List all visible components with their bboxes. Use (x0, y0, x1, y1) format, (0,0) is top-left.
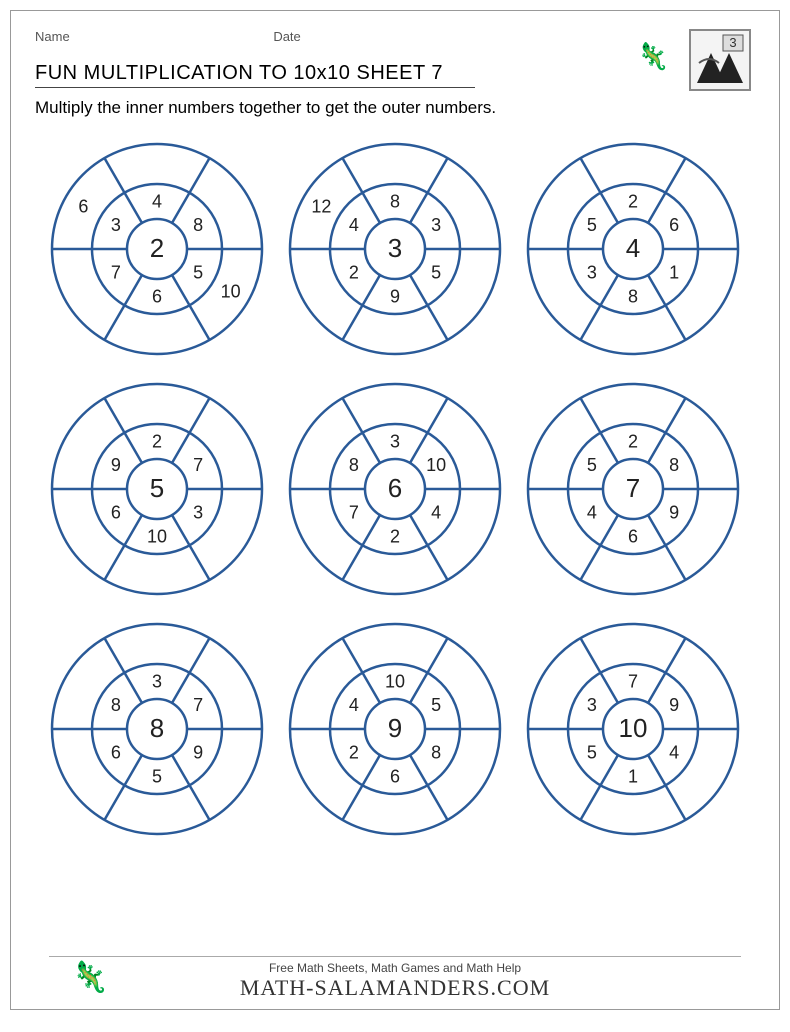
center-number: 10 (619, 713, 648, 743)
inner-number: 1 (628, 766, 638, 786)
inner-number: 3 (111, 215, 121, 235)
inner-number: 6 (390, 766, 400, 786)
inner-number: 10 (385, 671, 405, 691)
center-number: 5 (150, 473, 164, 503)
inner-number: 7 (628, 671, 638, 691)
inner-number: 4 (431, 503, 441, 523)
multiplication-wheel: 4 2 6 1 8 3 5 (517, 136, 749, 362)
inner-number: 4 (349, 695, 359, 715)
inner-number: 5 (193, 263, 203, 283)
multiplication-wheel: 3 8 3 5 9 2 4 12 (279, 136, 511, 362)
inner-number: 3 (193, 503, 203, 523)
inner-number: 6 (628, 526, 638, 546)
footer: 🦎 Free Math Sheets, Math Games and Math … (11, 954, 779, 1001)
inner-number: 9 (669, 695, 679, 715)
instructions: Multiply the inner numbers together to g… (35, 98, 755, 118)
inner-number: 2 (628, 191, 638, 211)
inner-number: 9 (193, 743, 203, 763)
inner-number: 6 (152, 286, 162, 306)
inner-number: 4 (152, 191, 162, 211)
multiplication-wheel: 6 3 10 4 2 7 8 (279, 376, 511, 602)
inner-number: 4 (349, 215, 359, 235)
center-number: 2 (150, 233, 164, 263)
inner-number: 5 (152, 766, 162, 786)
inner-number: 3 (431, 215, 441, 235)
wheel-svg: 4 2 6 1 8 3 5 (520, 136, 746, 362)
name-label: Name (35, 29, 70, 44)
inner-number: 6 (111, 743, 121, 763)
center-number: 6 (388, 473, 402, 503)
inner-number: 3 (587, 263, 597, 283)
inner-number: 2 (152, 431, 162, 451)
multiplication-wheel: 10 7 9 4 1 5 3 (517, 616, 749, 842)
center-number: 7 (626, 473, 640, 503)
inner-number: 10 (147, 526, 167, 546)
inner-number: 2 (628, 431, 638, 451)
inner-number: 7 (193, 695, 203, 715)
footer-salamander-icon: 🦎 (71, 960, 108, 995)
inner-number: 4 (669, 743, 679, 763)
inner-number: 9 (390, 286, 400, 306)
inner-number: 5 (587, 743, 597, 763)
logo-icon: 3 (693, 33, 747, 87)
wheel-grid: 2485106736383592412426183552731069631042… (35, 136, 755, 842)
outer-number: 12 (311, 196, 331, 216)
inner-number: 8 (111, 695, 121, 715)
center-number: 3 (388, 233, 402, 263)
inner-number: 9 (669, 503, 679, 523)
logo-box: 3 (689, 29, 751, 91)
inner-number: 8 (431, 743, 441, 763)
salamander-icon: 🦎 (637, 41, 669, 72)
inner-number: 6 (669, 215, 679, 235)
multiplication-wheel: 9 10 5 8 6 2 4 (279, 616, 511, 842)
date-label: Date (273, 29, 300, 44)
inner-number: 2 (349, 743, 359, 763)
inner-number: 1 (669, 263, 679, 283)
wheel-svg: 3 8 3 5 9 2 4 12 (282, 136, 508, 362)
inner-number: 2 (390, 526, 400, 546)
inner-number: 8 (349, 455, 359, 475)
inner-number: 4 (587, 503, 597, 523)
center-number: 9 (388, 713, 402, 743)
footer-site: MATH-SALAMANDERS.COM (11, 975, 779, 1001)
inner-number: 5 (587, 455, 597, 475)
inner-number: 7 (349, 503, 359, 523)
inner-number: 7 (193, 455, 203, 475)
multiplication-wheel: 8 3 7 9 5 6 8 (41, 616, 273, 842)
multiplication-wheel: 7 2 8 9 6 4 5 (517, 376, 749, 602)
multiplication-wheel: 5 2 7 3 10 6 9 (41, 376, 273, 602)
multiplication-wheel: 2 4 8 5 10 6 7 3 6 (41, 136, 273, 362)
inner-number: 5 (431, 695, 441, 715)
footer-tagline: Free Math Sheets, Math Games and Math He… (11, 961, 779, 975)
center-number: 8 (150, 713, 164, 743)
wheel-svg: 2 4 8 5 10 6 7 3 6 (44, 136, 270, 362)
outer-number: 10 (221, 281, 241, 301)
inner-number: 3 (152, 671, 162, 691)
center-number: 4 (626, 233, 640, 263)
wheel-svg: 10 7 9 4 1 5 3 (520, 616, 746, 842)
wheel-svg: 8 3 7 9 5 6 8 (44, 616, 270, 842)
wheel-svg: 6 3 10 4 2 7 8 (282, 376, 508, 602)
inner-number: 5 (587, 215, 597, 235)
inner-number: 9 (111, 455, 121, 475)
inner-number: 3 (587, 695, 597, 715)
inner-number: 8 (193, 215, 203, 235)
inner-number: 8 (669, 455, 679, 475)
inner-number: 5 (431, 263, 441, 283)
outer-number: 6 (78, 196, 88, 216)
wheel-svg: 9 10 5 8 6 2 4 (282, 616, 508, 842)
inner-number: 10 (426, 455, 446, 475)
svg-text:3: 3 (729, 35, 736, 50)
wheel-svg: 7 2 8 9 6 4 5 (520, 376, 746, 602)
inner-number: 7 (111, 263, 121, 283)
wheel-svg: 5 2 7 3 10 6 9 (44, 376, 270, 602)
worksheet-page: 🦎 3 Name Date FUN MULTIPLICATION TO 10x1… (10, 10, 780, 1010)
inner-number: 2 (349, 263, 359, 283)
inner-number: 8 (390, 191, 400, 211)
page-title: FUN MULTIPLICATION TO 10x10 SHEET 7 (35, 62, 475, 88)
inner-number: 3 (390, 431, 400, 451)
inner-number: 8 (628, 286, 638, 306)
inner-number: 6 (111, 503, 121, 523)
